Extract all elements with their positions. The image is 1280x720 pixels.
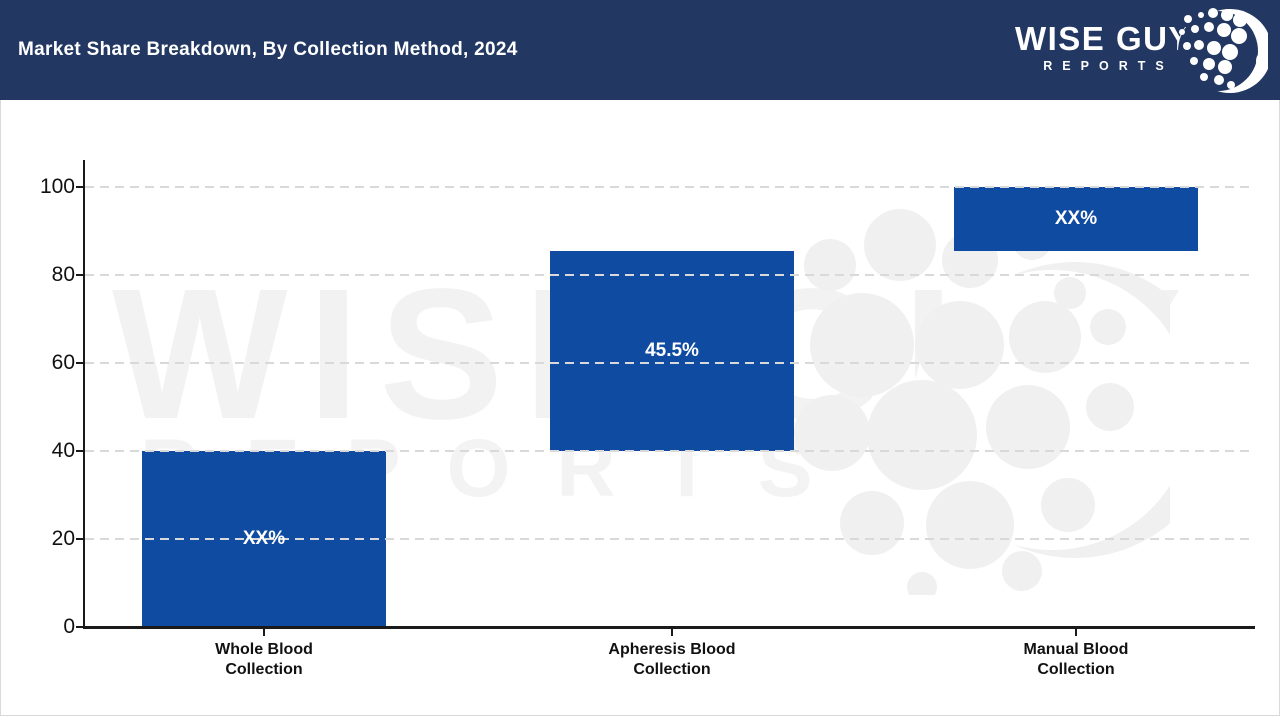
y-axis-tick [76,186,85,188]
wiseguy-logo: WISE GUY REPORTS [1000,0,1270,100]
page-title: Market Share Breakdown, By Collection Me… [18,39,518,60]
bar-value-label: XX% [242,528,286,549]
x-axis-tick [263,627,265,636]
y-axis-tick-label: 60 [51,351,75,374]
x-category-label-line: Apheresis Blood [608,641,736,658]
y-axis-tick-label: 0 [63,615,75,638]
gridline [85,274,1255,276]
x-category-label-line: Whole Blood [215,641,313,658]
x-axis-tick [671,627,673,636]
x-category-label: Manual Blood Collection [926,640,1226,680]
y-axis-tick-label: 20 [51,527,75,550]
x-category-label-line: Collection [633,661,711,678]
gridline [85,538,1255,540]
bar-value-label: 45.5% [645,339,699,361]
bar-value-label: XX% [1054,207,1098,229]
gridline [85,450,1255,452]
y-axis-tick [76,450,85,452]
wiseguy-logo-name: WISE GUY [1014,20,1192,57]
gridline [85,186,1255,188]
bar [954,187,1198,251]
wiseguy-face-icon [1178,8,1268,93]
wiseguy-logo-text: WISE GUY REPORTS [1014,20,1192,74]
x-category-label: Apheresis Blood Collection [522,640,822,680]
y-axis-line [83,160,85,629]
x-category-label-line: Collection [225,661,303,678]
watermark-face-icon [794,209,1170,595]
x-category-label-line: Collection [1037,661,1115,678]
y-axis-tick [76,626,85,628]
gridline [85,362,1255,364]
header: Market Share Breakdown, By Collection Me… [0,0,1280,100]
y-axis-tick-label: 40 [51,439,75,462]
y-axis-tick [76,362,85,364]
x-axis-line [83,626,1255,629]
y-axis-tick-label: 100 [39,175,75,198]
wiseguy-logo-subname: REPORTS [1043,59,1174,73]
x-category-label-line: Manual Blood [1023,641,1129,658]
x-category-label: Whole Blood Collection [114,640,414,680]
bar [550,250,794,451]
x-axis-tick [1075,627,1077,636]
y-axis-tick [76,538,85,540]
y-axis-tick [76,274,85,276]
y-axis-tick-label: 80 [51,263,75,286]
